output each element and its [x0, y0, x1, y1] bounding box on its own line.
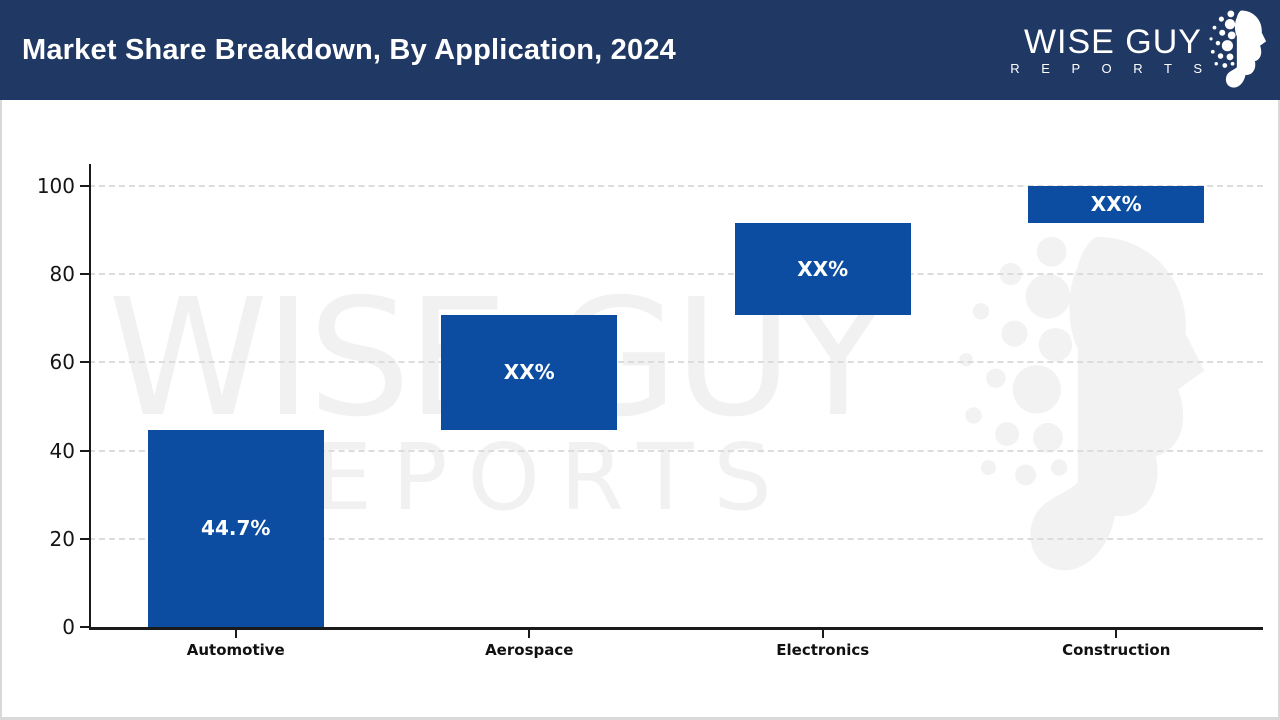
- y-axis-label-100: 100: [36, 174, 75, 198]
- x-axis-tick-aerospace: [528, 630, 531, 638]
- y-axis-label-40: 40: [49, 438, 75, 463]
- y-axis-tick-100: [80, 185, 89, 187]
- y-axis-tick-80: [80, 273, 89, 276]
- bar-value-label-electronics: XX%: [797, 256, 849, 281]
- y-axis-label-0: 0: [62, 615, 75, 639]
- x-axis-tick-automotive: [234, 630, 237, 638]
- page-title: Market Share Breakdown, By Application, …: [22, 33, 676, 66]
- y-axis-label-80: 80: [49, 262, 75, 287]
- x-axis-tick-electronics: [821, 630, 824, 638]
- logo-reports-text: R E P O R T S: [1010, 61, 1211, 76]
- y-axis-label-20: 20: [49, 526, 75, 551]
- y-axis-line: [89, 164, 91, 629]
- bar-construction: XX%: [1028, 186, 1205, 223]
- bar-value-label-construction: XX%: [1090, 192, 1142, 217]
- category-label-electronics: Electronics: [776, 641, 870, 659]
- bar-aerospace: XX%: [441, 314, 618, 430]
- dotted-head-profile-icon: [1204, 7, 1268, 93]
- header-bar: Market Share Breakdown, By Application, …: [0, 0, 1280, 100]
- category-label-construction: Construction: [1062, 641, 1171, 659]
- bar-value-label-automotive: 44.7%: [201, 516, 271, 541]
- bar-value-label-aerospace: XX%: [503, 360, 555, 385]
- y-axis-label-60: 60: [49, 350, 75, 375]
- bar-automotive: 44.7%: [147, 429, 324, 627]
- logo-wordmark: WISE GUY: [1023, 23, 1202, 61]
- gridline-40: [89, 449, 1263, 452]
- y-axis-tick-60: [80, 361, 89, 364]
- gridline-20: [89, 537, 1263, 540]
- x-axis-tick-construction: [1115, 630, 1118, 638]
- y-axis-tick-40: [80, 449, 89, 452]
- wise-guy-reports-logo: WISE GUY R E P O R T S: [1010, 7, 1268, 93]
- gridline-80: [89, 273, 1263, 276]
- category-label-aerospace: Aerospace: [485, 641, 574, 659]
- category-label-automotive: Automotive: [186, 641, 285, 659]
- x-axis-line: [89, 627, 1263, 630]
- y-axis-tick-20: [80, 537, 89, 540]
- gridline-100: [89, 185, 1263, 187]
- bar-electronics: XX%: [734, 222, 911, 315]
- gridline-60: [89, 361, 1263, 364]
- y-axis-tick-0: [80, 626, 89, 628]
